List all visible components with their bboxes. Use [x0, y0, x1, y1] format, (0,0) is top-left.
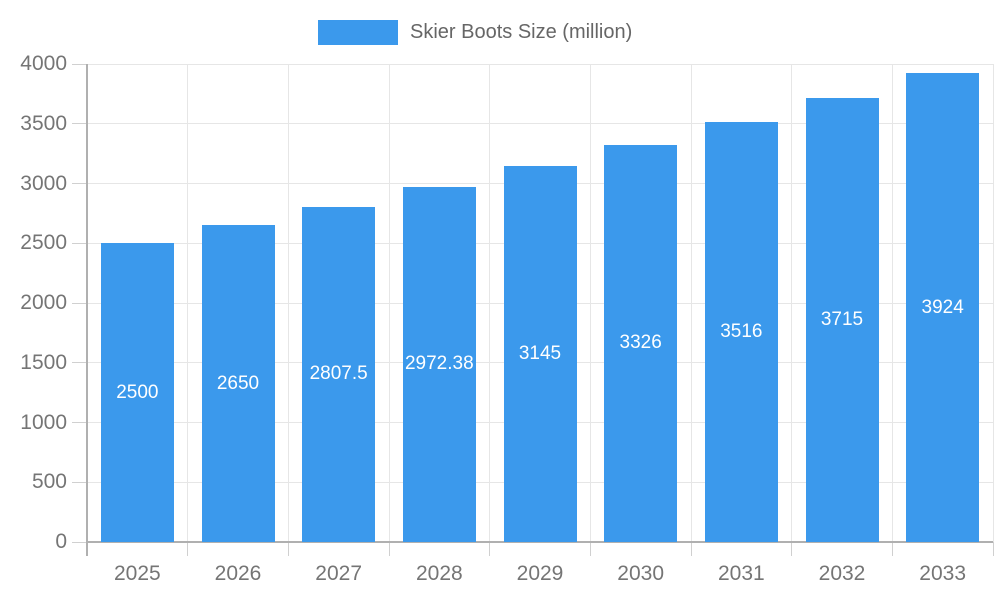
- bar[interactable]: 3516: [704, 121, 778, 542]
- y-axis-label: 1000: [20, 410, 67, 434]
- bar-value-label: 2807.5: [309, 363, 368, 385]
- bar[interactable]: 2650: [201, 225, 275, 542]
- y-axis-tick: [72, 123, 87, 125]
- bar-value-label: 3326: [619, 332, 662, 354]
- x-axis-tick: [690, 542, 692, 556]
- v-gridline: [489, 64, 491, 542]
- x-axis-label: 2029: [516, 562, 564, 585]
- x-axis-tick: [489, 542, 491, 556]
- bar[interactable]: 3924: [906, 73, 980, 542]
- bar[interactable]: 3145: [503, 166, 577, 542]
- x-axis-tick: [187, 542, 189, 556]
- bar[interactable]: 2807.5: [302, 206, 376, 542]
- bar-value-label: 3145: [518, 343, 562, 365]
- v-gridline: [891, 64, 893, 542]
- bar-value-label: 2972.38: [404, 353, 474, 375]
- legend-label: Skier Boots Size (million): [410, 21, 633, 43]
- y-axis-tick: [72, 481, 87, 483]
- x-axis-tick: [589, 542, 591, 556]
- y-axis-label: 3000: [20, 171, 67, 195]
- x-axis-label: 2030: [617, 562, 665, 585]
- v-gridline: [992, 64, 994, 542]
- y-axis-label: 0: [55, 530, 67, 553]
- y-axis-tick: [72, 541, 87, 543]
- y-axis-label: 2500: [20, 231, 67, 255]
- x-axis-tick: [992, 542, 994, 556]
- legend[interactable]: Skier Boots Size (million): [318, 20, 632, 45]
- h-gridline: [87, 123, 993, 125]
- v-gridline: [388, 64, 390, 542]
- legend-swatch-icon: [318, 20, 398, 45]
- y-axis-line: [86, 64, 88, 556]
- bar-value-label: 3516: [720, 320, 763, 342]
- bar-value-label: 2650: [216, 372, 260, 394]
- bar[interactable]: 2972.38: [402, 186, 476, 542]
- y-axis-label: 500: [31, 470, 67, 494]
- x-axis-tick: [791, 542, 793, 556]
- x-axis-label: 2026: [214, 562, 262, 585]
- y-axis-label: 1500: [20, 350, 67, 374]
- v-gridline: [589, 64, 591, 542]
- x-axis-label: 2025: [113, 562, 161, 585]
- bar-value-label: 3924: [921, 296, 964, 318]
- x-axis-label: 2027: [315, 562, 363, 585]
- v-gridline: [690, 64, 692, 542]
- y-axis-tick: [72, 422, 87, 423]
- x-axis-line: [87, 541, 993, 543]
- bar-value-label: 3715: [820, 309, 864, 331]
- x-axis-tick: [388, 542, 390, 556]
- bar[interactable]: 3715: [805, 98, 879, 542]
- x-axis-tick: [891, 542, 893, 556]
- y-axis-tick: [72, 183, 87, 184]
- bar[interactable]: 2500: [100, 243, 174, 542]
- bar-value-label: 2500: [116, 381, 159, 403]
- y-axis-label: 2000: [20, 291, 67, 314]
- y-axis-tick: [72, 242, 87, 244]
- y-axis-tick: [72, 302, 87, 304]
- y-axis-label: 4000: [20, 52, 67, 75]
- x-axis-label: 2032: [818, 562, 866, 585]
- v-gridline: [187, 64, 189, 542]
- x-axis-tick: [287, 542, 289, 556]
- x-axis-label: 2033: [919, 562, 967, 585]
- x-axis-label: 2028: [415, 562, 463, 585]
- v-gridline: [287, 64, 289, 542]
- v-gridline: [791, 64, 793, 542]
- bar[interactable]: 3326: [604, 144, 678, 542]
- y-axis-tick: [72, 63, 87, 65]
- h-gridline: [87, 63, 993, 65]
- y-axis-label: 3500: [20, 111, 67, 135]
- x-axis-label: 2031: [717, 562, 765, 585]
- y-axis-tick: [72, 362, 87, 364]
